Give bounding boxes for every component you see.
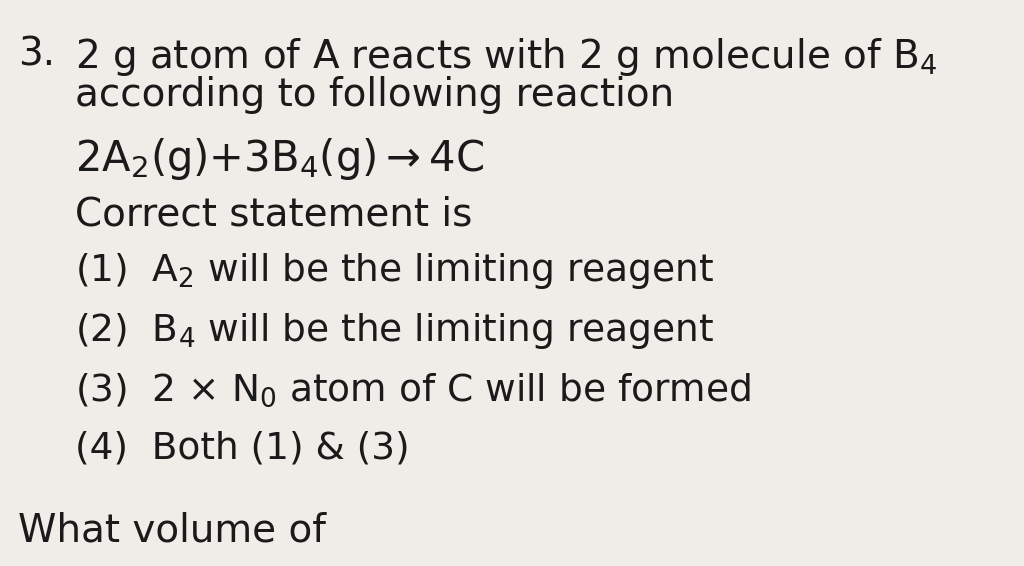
Text: Correct statement is: Correct statement is [75,196,472,234]
Text: (2)  B$_4$ will be the limiting reagent: (2) B$_4$ will be the limiting reagent [75,311,714,351]
Text: (3)  2 $\times$ N$_0$ atom of C will be formed: (3) 2 $\times$ N$_0$ atom of C will be f… [75,371,751,409]
Text: 3.: 3. [18,36,55,74]
Text: 2A$_2$(g)+3B$_4$(g)$\rightarrow$4C: 2A$_2$(g)+3B$_4$(g)$\rightarrow$4C [75,136,484,182]
Text: (4)  Both (1) & (3): (4) Both (1) & (3) [75,431,410,467]
Text: according to following reaction: according to following reaction [75,76,674,114]
Text: (1)  A$_2$ will be the limiting reagent: (1) A$_2$ will be the limiting reagent [75,251,714,291]
Text: 2 g atom of A reacts with 2 g molecule of B$_4$: 2 g atom of A reacts with 2 g molecule o… [75,36,937,78]
Text: What volume of: What volume of [18,511,326,549]
